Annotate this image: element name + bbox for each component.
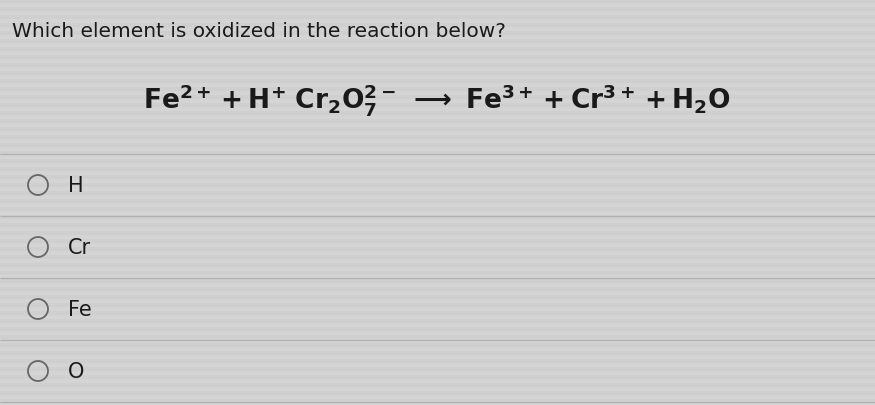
Bar xyxy=(0,80,875,84)
Bar xyxy=(0,343,875,347)
Bar xyxy=(0,247,875,252)
Bar xyxy=(0,383,875,387)
Bar xyxy=(0,351,875,355)
Bar xyxy=(0,399,875,403)
Bar xyxy=(0,271,875,275)
Bar xyxy=(0,64,875,68)
Bar xyxy=(0,136,875,140)
Bar xyxy=(0,104,875,108)
Bar xyxy=(0,175,875,179)
Bar xyxy=(0,0,875,4)
Bar xyxy=(0,183,875,188)
Bar xyxy=(0,72,875,76)
Bar xyxy=(0,192,875,196)
Bar xyxy=(0,239,875,243)
Bar xyxy=(0,128,875,132)
Bar xyxy=(0,32,875,36)
Bar xyxy=(0,256,875,259)
Bar xyxy=(0,231,875,235)
Bar xyxy=(0,224,875,228)
Bar xyxy=(0,24,875,28)
Bar xyxy=(0,303,875,307)
Text: $\mathbf{Fe^{2+} + H^{+}\ Cr_2O_7^{2-}\ \longrightarrow\ Fe^{3+} + Cr^{3+} + H_2: $\mathbf{Fe^{2+} + H^{+}\ Cr_2O_7^{2-}\ … xyxy=(144,82,731,118)
Bar xyxy=(0,200,875,203)
Bar xyxy=(0,207,875,211)
Text: O: O xyxy=(68,361,84,381)
Bar xyxy=(0,88,875,92)
Bar xyxy=(0,112,875,116)
Bar xyxy=(0,335,875,339)
Bar xyxy=(0,391,875,395)
Bar xyxy=(0,359,875,363)
Bar xyxy=(0,215,875,220)
Bar xyxy=(0,375,875,379)
Bar xyxy=(0,151,875,156)
Bar xyxy=(0,168,875,172)
Bar xyxy=(0,367,875,371)
Text: H: H xyxy=(68,175,84,196)
Bar xyxy=(0,279,875,284)
Bar xyxy=(0,120,875,124)
Bar xyxy=(0,16,875,20)
Bar xyxy=(0,295,875,299)
Text: Fe: Fe xyxy=(68,299,92,319)
Bar xyxy=(0,311,875,315)
Text: Which element is oxidized in the reaction below?: Which element is oxidized in the reactio… xyxy=(12,22,506,41)
Bar xyxy=(0,327,875,331)
Bar xyxy=(0,8,875,12)
Bar xyxy=(0,40,875,44)
Bar xyxy=(0,263,875,267)
Bar xyxy=(0,287,875,291)
Bar xyxy=(0,48,875,52)
Bar xyxy=(0,160,875,164)
Bar xyxy=(0,319,875,323)
Bar xyxy=(0,56,875,60)
Bar xyxy=(0,96,875,100)
Bar xyxy=(0,144,875,148)
Text: Cr: Cr xyxy=(68,237,91,257)
